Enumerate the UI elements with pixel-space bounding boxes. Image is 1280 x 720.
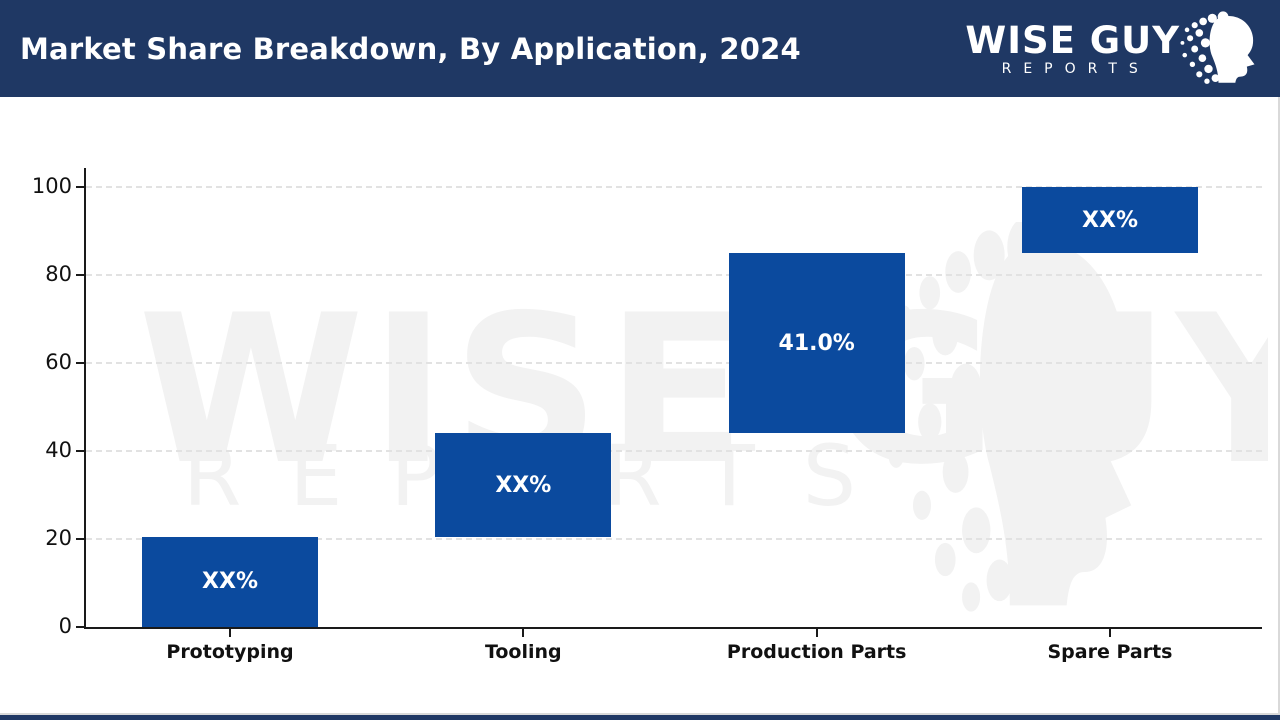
bar-value-label: 41.0% [778,330,855,356]
gridline-60 [86,362,1262,364]
x-category-label: Tooling [484,641,562,663]
gridline-20 [86,538,1262,540]
gridline-40 [86,450,1262,452]
x-category-label: Prototyping [166,641,294,663]
brand-subtitle: REPORTS [1001,60,1150,77]
y-tick-label-100: 100 [31,174,72,198]
watermark-head-icon [881,222,1132,612]
bar-prototyping: XX% [142,536,318,627]
brand-head-icon [1180,10,1255,84]
x-axis [84,627,1262,629]
x-tick-3 [1109,629,1111,637]
bar-tooling: XX% [435,433,612,537]
x-tick-0 [229,629,231,637]
x-tick-1 [522,629,525,637]
footer-divider [0,713,1280,715]
y-tick-20 [76,538,84,540]
bar-value-label: XX% [202,569,258,595]
chart-area: WISE GUY REPORTS 020406080100XX%Prototyp… [0,97,1280,713]
bar-value-label: XX% [495,472,552,498]
y-tick-label-20: 20 [45,526,72,550]
x-category-label: Spare Parts [1047,641,1173,663]
x-tick-2 [815,629,818,637]
y-tick-label-80: 80 [45,262,72,286]
bar-spare-parts: XX% [1022,187,1198,253]
x-category-label: Production Parts [726,641,907,663]
footer-bar [0,715,1280,720]
y-tick-label-60: 60 [45,350,72,374]
y-tick-80 [76,274,84,276]
page-title: Market Share Breakdown, By Application, … [20,31,801,66]
y-tick-60 [76,362,84,364]
y-tick-label-40: 40 [45,438,72,462]
gridline-100 [86,186,1262,188]
y-tick-40 [76,450,84,452]
brand-logo: WISE GUY REPORTS [965,10,1266,87]
y-tick-0 [76,626,84,628]
y-tick-label-0: 0 [58,614,72,638]
bar-production-parts: 41.0% [728,253,905,434]
header-bar: Market Share Breakdown, By Application, … [0,0,1280,97]
gridline-80 [86,274,1262,276]
y-tick-100 [76,186,84,188]
watermark-text-brand: WISE GUY [138,272,1268,510]
brand-name: WISE GUY [965,18,1180,62]
bar-value-label: XX% [1082,207,1138,233]
y-axis [84,168,86,629]
brand-logo-text: WISE GUY REPORTS [965,22,1180,76]
